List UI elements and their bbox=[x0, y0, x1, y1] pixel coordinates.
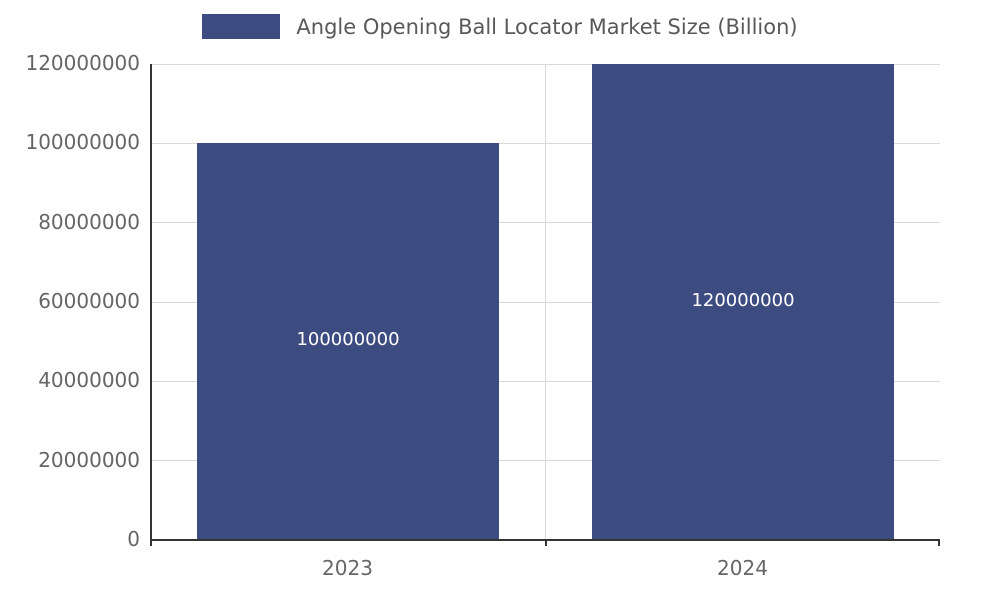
y-tick-label: 0 bbox=[127, 527, 140, 551]
bar-2023: 100000000 bbox=[197, 143, 499, 540]
bar-value-label: 120000000 bbox=[691, 290, 795, 311]
y-tick-label: 60000000 bbox=[38, 289, 140, 313]
bar-value-label: 100000000 bbox=[296, 329, 400, 351]
y-tick-label: 120000000 bbox=[25, 51, 140, 75]
x-axis-tick bbox=[150, 540, 152, 546]
y-axis-line bbox=[150, 64, 152, 540]
x-tick-label: 2023 bbox=[322, 556, 373, 580]
x-axis-tick bbox=[545, 540, 547, 546]
y-tick-label: 40000000 bbox=[38, 368, 140, 393]
x-tick-label: 2024 bbox=[717, 556, 768, 580]
y-tick-label: 80000000 bbox=[38, 209, 140, 234]
x-axis-tick bbox=[938, 540, 940, 546]
y-tick-label: 20000000 bbox=[38, 447, 140, 472]
y-tick-label: 100000000 bbox=[25, 130, 140, 155]
chart-title: Angle Opening Ball Locator Market Size (… bbox=[296, 14, 798, 39]
bar-2024: 120000000 bbox=[592, 64, 894, 540]
chart-legend: Angle Opening Ball Locator Market Size (… bbox=[0, 14, 1000, 39]
category-divider-gridline bbox=[544, 64, 546, 540]
plot-area: 100000000 120000000 bbox=[150, 63, 940, 546]
legend-swatch-icon bbox=[202, 14, 281, 39]
